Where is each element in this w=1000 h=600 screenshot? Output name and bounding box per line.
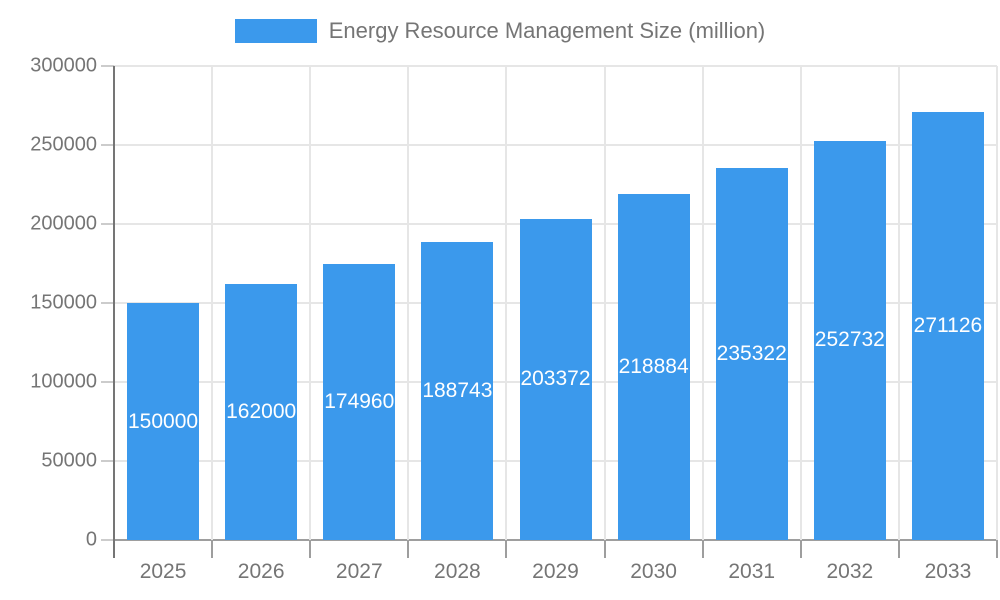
x-axis-tick [505,540,508,558]
x-axis-tick [407,540,410,558]
category-separator-line [996,66,998,540]
y-gridline [114,144,997,146]
y-axis-tick [101,539,114,541]
bar-value-label: 150000 [128,409,199,433]
bar: 150000 [127,303,200,540]
x-axis-tick-label: 2033 [924,560,972,583]
y-axis-line [113,66,115,558]
x-axis-tick-label: 2025 [139,560,187,583]
bar-value-label: 188743 [422,378,493,402]
category-separator-line [211,66,214,540]
category-separator-line [603,66,606,540]
x-axis-tick-label: 2027 [335,560,383,583]
bar-value-label: 203372 [520,367,591,391]
x-axis-tick-label: 2032 [826,560,874,583]
x-axis-tick-label: 2030 [630,560,677,583]
x-axis-baseline [114,539,997,541]
bar: 252732 [813,140,886,540]
x-axis-tick-label: 2026 [237,560,285,583]
x-axis-tick [309,540,312,558]
bar: 162000 [225,284,298,540]
bar: 203372 [519,218,592,540]
bar-value-label: 252732 [814,328,885,352]
bar: 218884 [617,194,690,540]
category-separator-line [701,66,704,540]
y-axis-tick-label: 100000 [30,370,97,393]
x-axis-tick [996,540,998,558]
legend-swatch [234,19,317,43]
category-separator-line [309,66,312,540]
category-separator-line [897,66,900,540]
bar: 188743 [421,241,494,540]
y-axis-tick [101,460,114,462]
bar-value-label: 162000 [226,400,297,423]
bar-value-label: 174960 [324,389,395,413]
x-axis-tick-label: 2028 [434,560,481,583]
bar-value-label: 271126 [913,313,983,337]
x-axis-tick [799,540,802,558]
y-axis-tick-label: 300000 [30,54,97,77]
y-axis-tick [101,223,114,225]
x-axis-tick-label: 2029 [532,560,579,583]
y-axis-tick-label: 150000 [30,291,97,314]
y-axis-tick-label: 50000 [41,449,97,472]
y-gridline [114,65,997,67]
bar-value-label: 235322 [716,342,787,366]
category-separator-line [799,66,802,540]
x-axis-tick [211,540,214,558]
y-axis-tick [101,381,114,383]
bar: 271126 [911,111,984,540]
y-axis-tick-label: 0 [85,528,97,551]
category-separator-line [407,66,410,540]
y-axis-tick-label: 250000 [30,133,97,156]
x-axis-tick [701,540,704,558]
y-axis-tick [101,65,114,67]
bar-value-label: 218884 [618,355,689,379]
y-axis-tick [101,302,114,304]
x-axis-tick-label: 2031 [728,560,776,583]
bar: 174960 [323,263,396,540]
chart-legend: Energy Resource Management Size (million… [0,18,1000,44]
bar: 235322 [715,168,788,540]
x-axis-tick [897,540,900,558]
y-axis-tick-label: 200000 [30,212,97,235]
chart-title: Energy Resource Management Size (million… [328,18,766,43]
category-separator-line [505,66,508,540]
y-axis-tick [101,144,114,146]
x-axis-tick [603,540,606,558]
